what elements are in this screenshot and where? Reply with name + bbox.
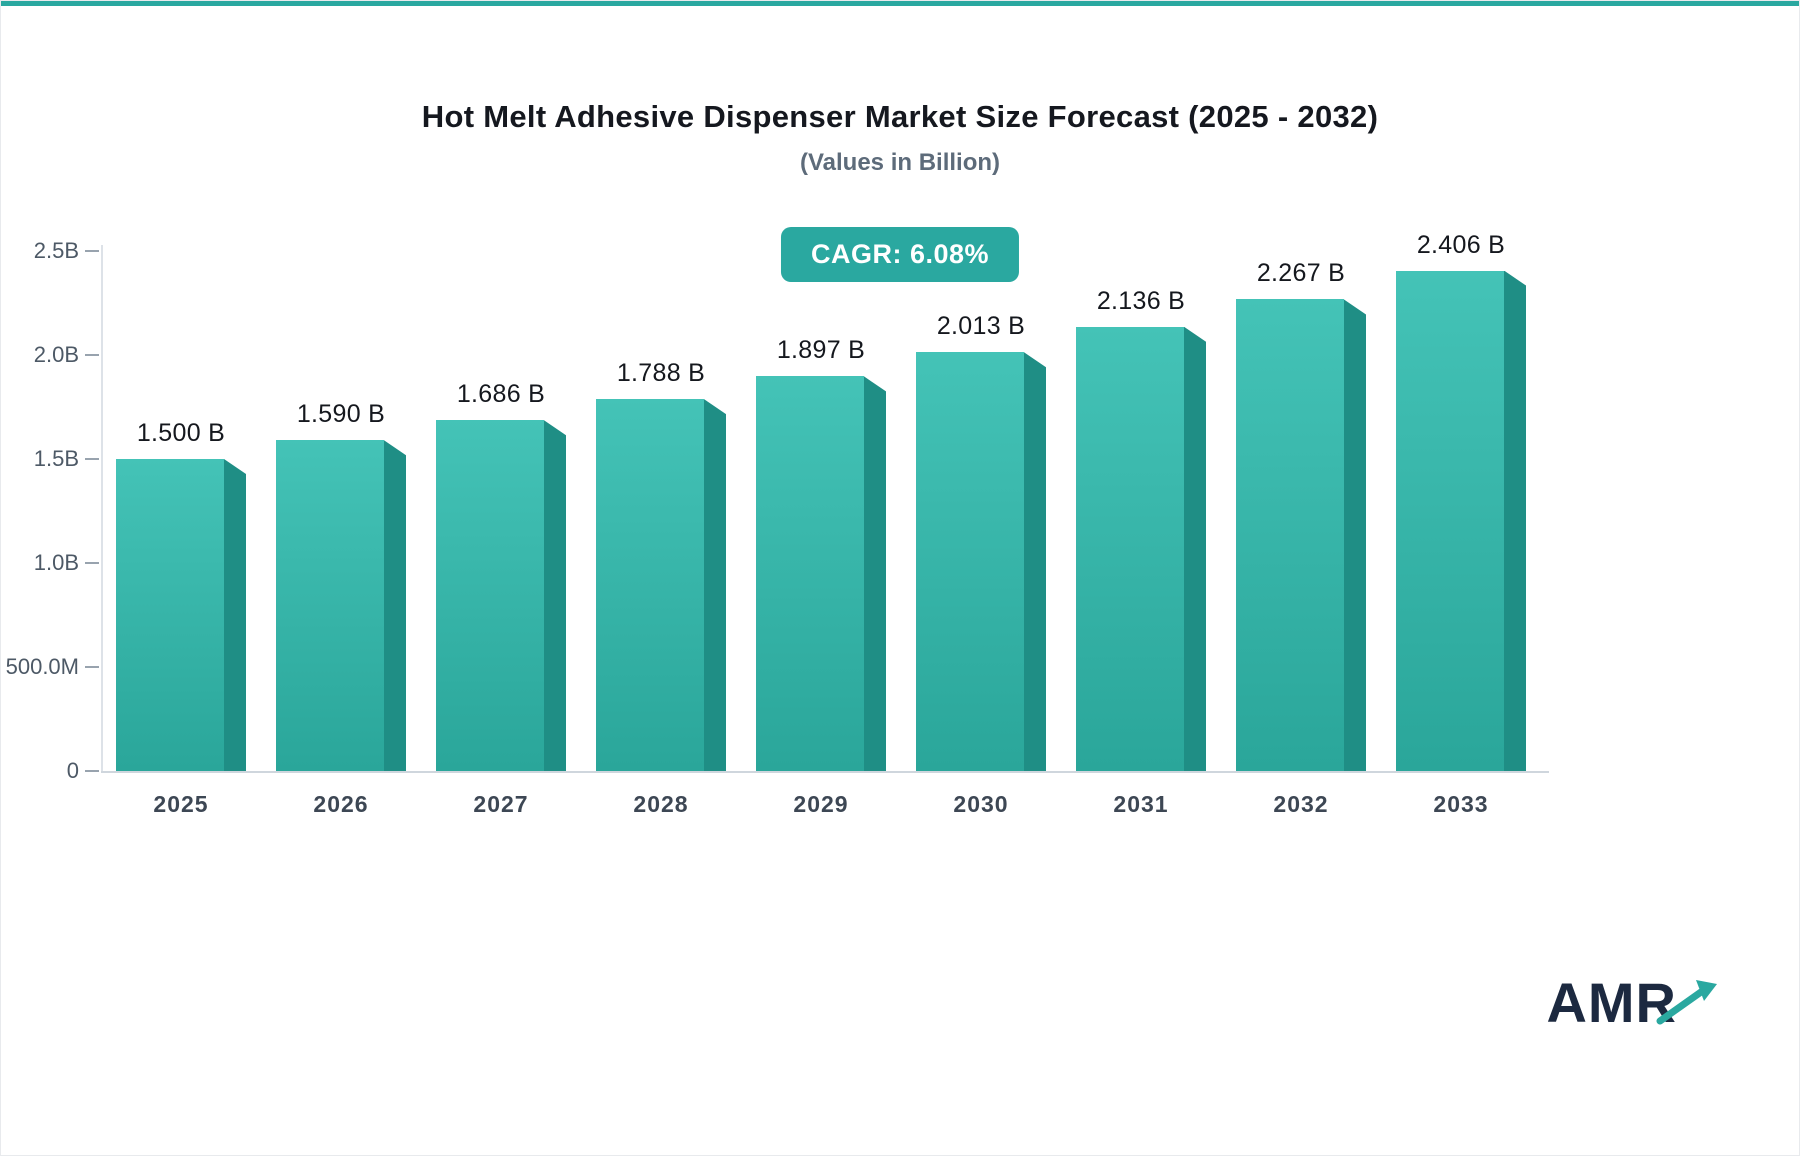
bar-side-face [1504, 270, 1526, 771]
bar-side-face [224, 459, 246, 771]
bar-2026 [276, 440, 406, 771]
bar-2025 [116, 459, 246, 771]
bar-value-label: 1.788 B [616, 359, 706, 388]
bar-side-face [544, 420, 566, 771]
bar-value-label: 2.406 B [1416, 230, 1506, 259]
y-tick-label: 2.0B [33, 342, 79, 367]
y-tick-label: 0 [66, 758, 79, 783]
y-tick-mark [85, 666, 99, 668]
y-tick-label: 1.5B [33, 446, 79, 471]
bar-value-label: 2.267 B [1256, 259, 1346, 288]
bar-front-face [916, 352, 1024, 771]
bar-value-label: 1.590 B [296, 400, 386, 429]
x-axis-label: 2030 [953, 791, 1009, 817]
bar-value-label: 1.500 B [136, 419, 226, 447]
bar-2027 [436, 420, 566, 771]
x-axis-label: 2032 [1273, 791, 1329, 817]
y-axis-line [101, 245, 103, 773]
y-tick-label: 2.5B [33, 238, 79, 263]
y-tick-mark [85, 354, 99, 356]
top-accent-bar [1, 1, 1799, 6]
bar-front-face [1076, 326, 1184, 771]
bar-front-face [436, 420, 544, 771]
chart-region: 0 500.0M 1.0B 1.5B 2.0B 2.5B 1.500 B 2025 1.590 … [1, 231, 1581, 851]
y-tick-mark [85, 770, 99, 772]
bar-2033 [1396, 270, 1526, 771]
bar-front-face [756, 376, 864, 771]
y-tick-label: 1.0B [33, 550, 79, 575]
x-axis-label: 2028 [633, 791, 689, 817]
bar-side-face [864, 376, 886, 771]
bar-front-face [1396, 270, 1504, 771]
bar-2032 [1236, 299, 1366, 771]
bar-value-label: 2.013 B [936, 312, 1026, 341]
y-tick-mark [85, 562, 99, 564]
bar-2028 [596, 399, 726, 771]
bar-front-face [116, 459, 224, 771]
y-tick-label: 500.0M [5, 654, 79, 679]
x-axis-label: 2026 [313, 791, 369, 817]
chart-subtitle: (Values in Billion) [799, 149, 1001, 176]
y-tick-mark [85, 458, 99, 460]
y-tick-mark [85, 250, 99, 252]
growth-arrow-icon [1656, 980, 1717, 1025]
bar-2030 [916, 352, 1046, 771]
bar-2031 [1076, 326, 1206, 771]
bar-value-label: 2.136 B [1096, 286, 1186, 315]
x-axis-label: 2027 [473, 791, 529, 817]
bar-side-face [1024, 352, 1046, 771]
x-axis-line [101, 771, 1549, 773]
bar-value-label: 1.686 B [456, 380, 546, 409]
cagr-badge: CAGR: 6.08% [780, 227, 1020, 282]
x-axis-label: 2033 [1433, 791, 1489, 817]
bar-front-face [1236, 299, 1344, 771]
x-axis-label: 2031 [1113, 791, 1169, 817]
amr-logo-text: AMR [1546, 971, 1677, 1034]
x-axis-label: 2025 [153, 791, 209, 817]
bar-front-face [276, 440, 384, 771]
bar-2029 [756, 376, 886, 771]
bar-value-label: 1.897 B [776, 336, 866, 365]
bar-side-face [384, 440, 406, 771]
bar-side-face [1344, 299, 1366, 771]
bar-side-face [704, 399, 726, 771]
amr-logo: AMR [1546, 973, 1721, 1033]
bar-front-face [596, 399, 704, 771]
chart-title: Hot Melt Adhesive Dispenser Market Size … [421, 99, 1379, 134]
bar-side-face [1184, 326, 1206, 771]
x-axis-label: 2029 [793, 791, 849, 817]
